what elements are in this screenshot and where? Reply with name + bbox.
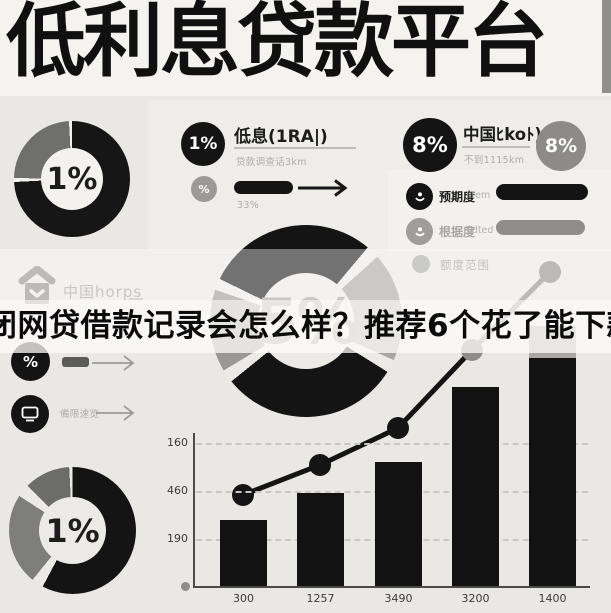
- donut-chart-top-left: 1%: [14, 121, 130, 237]
- progress-pill-left: [62, 357, 89, 367]
- clock-icon: [413, 190, 427, 204]
- row3-badge dot-icon: [412, 255, 430, 273]
- stat-badge-mid: 1%: [181, 122, 225, 166]
- mid-section-subtitle: 贷款调查话3km: [236, 157, 307, 168]
- right-title-underline: [462, 146, 530, 148]
- bar: [529, 358, 576, 586]
- y-axis: [193, 433, 195, 587]
- bar: [452, 387, 499, 586]
- banner-strip: [0, 300, 611, 353]
- banner-text: 闭网贷借款记录会怎么样？推荐6个花了能下款的口子帮你解决资金问: [0, 308, 611, 344]
- monitor-badge: [11, 395, 49, 433]
- trend-point: [232, 484, 254, 506]
- y-tick-label: 190: [167, 532, 188, 545]
- clock-icon: [413, 225, 427, 239]
- dim-band: [0, 249, 611, 300]
- bar: [220, 520, 267, 586]
- axis-origin-dot: [181, 582, 190, 591]
- stat-badge-mid-label: 1%: [188, 134, 218, 154]
- x-tick-label: 3200: [461, 592, 490, 605]
- gridline: [196, 443, 588, 445]
- stat-badge-right-black: 8%: [403, 118, 457, 172]
- arrow-right-icon: [92, 354, 142, 372]
- brand-label: 中国horps: [63, 283, 143, 301]
- row2-label: 根据度: [439, 225, 476, 239]
- row2-suffix: Tdted: [466, 225, 494, 236]
- x-tick-label: 3490: [384, 592, 413, 605]
- row1-bar: [496, 184, 588, 200]
- x-tick-label: 1400: [538, 592, 567, 605]
- y-tick-label: 160: [167, 436, 188, 449]
- trend-point: [309, 454, 331, 476]
- progress-caption: 33%: [237, 200, 260, 211]
- right-section-subtitle: 不到1115km: [464, 155, 525, 166]
- brand-underline: [129, 298, 143, 300]
- stat-black-label: 8%: [412, 133, 448, 157]
- percent-badge-mid: %: [191, 176, 217, 202]
- arrow-right-icon: [298, 179, 356, 197]
- mid-section-title: 低息(1RA|): [234, 127, 328, 147]
- progress-pill-mid: [234, 181, 293, 194]
- arrow-right-icon: [96, 404, 142, 422]
- header-band: [0, 0, 611, 96]
- donut-top-left-label: 1%: [41, 148, 103, 210]
- row1-badge: [406, 183, 433, 210]
- stat-gray-label: 8%: [544, 135, 578, 157]
- donut-chart-bottom-left: 1%: [9, 467, 136, 594]
- header-edge-strip: [602, 0, 611, 93]
- x-tick-label: 300: [233, 592, 254, 605]
- x-tick-label: 1257: [306, 592, 335, 605]
- house-icon: [18, 266, 56, 306]
- row1-label: 预期度: [439, 190, 476, 204]
- percent-badge-mid-label: %: [198, 182, 210, 196]
- bar: [297, 493, 344, 586]
- row2-badge: [406, 218, 433, 245]
- mid-title-underline: [234, 147, 356, 149]
- page-title: 低利息贷款平台: [6, 0, 548, 88]
- trend-point: [387, 417, 409, 439]
- stat-badge-right-gray: 8%: [536, 121, 586, 171]
- donut-bottom-left-label: 1%: [39, 497, 106, 564]
- y-tick-label: 460: [167, 484, 188, 497]
- row3-label: 额度范围: [440, 258, 490, 272]
- row1-suffix: Jltem: [466, 190, 491, 201]
- bar: [375, 462, 422, 586]
- percent-badge-left-label: %: [22, 352, 39, 371]
- monitor-icon: [21, 406, 39, 422]
- row2-bar: [496, 220, 585, 235]
- x-axis: [193, 586, 590, 588]
- monitor-row-label: 備限速览: [60, 409, 100, 420]
- right-section-title: 中国ﾋkoﾄ): [463, 125, 542, 144]
